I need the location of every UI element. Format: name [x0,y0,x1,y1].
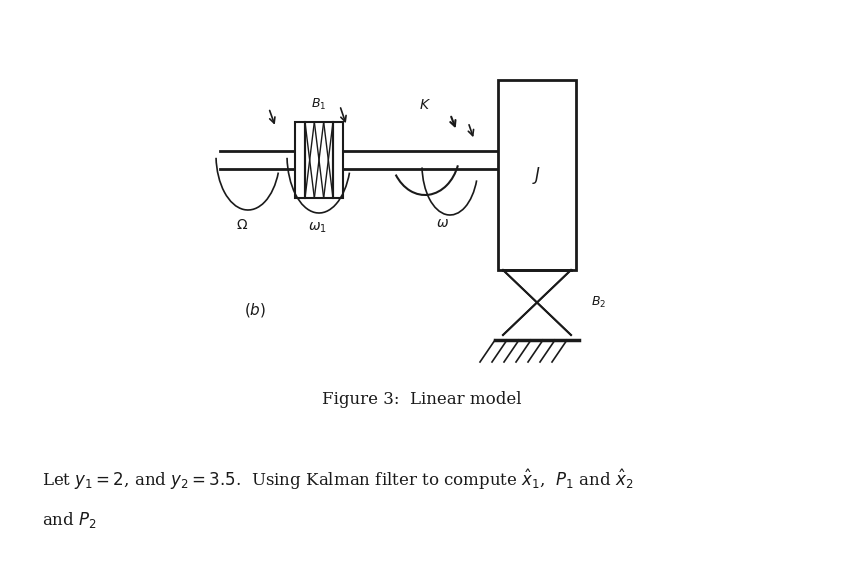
Bar [295,122,305,198]
Text: $J$: $J$ [533,165,542,185]
Text: $B_1$: $B_1$ [311,96,327,112]
Bar [305,122,333,198]
Text: $\Omega$: $\Omega$ [236,218,248,232]
Text: $\omega$: $\omega$ [436,216,450,230]
Text: $B_2$: $B_2$ [591,295,606,310]
Text: and $P_2$: and $P_2$ [42,510,97,530]
Text: Figure 3:  Linear model: Figure 3: Linear model [322,392,522,409]
Text: Let $y_1 = 2$, and $y_2 = 3.5$.  Using Kalman filter to compute $\hat{x}_1$,  $P: Let $y_1 = 2$, and $y_2 = 3.5$. Using Ka… [42,467,634,492]
Text: $K$: $K$ [419,98,431,112]
Text: $\omega_1$: $\omega_1$ [307,221,327,235]
Bar [498,80,576,270]
Bar [333,122,343,198]
Text: $(b)$: $(b)$ [244,301,266,319]
